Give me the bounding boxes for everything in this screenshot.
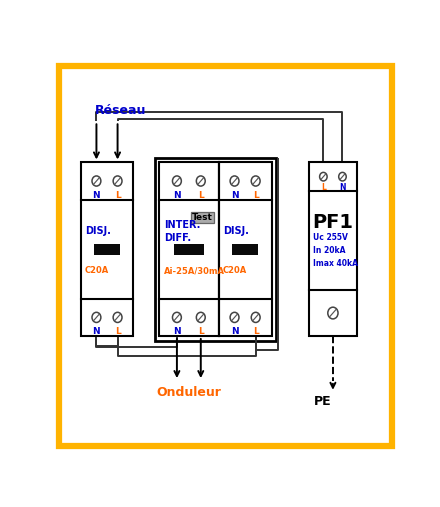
Circle shape <box>113 312 122 322</box>
Text: PF1: PF1 <box>312 213 353 232</box>
Circle shape <box>172 176 181 186</box>
Circle shape <box>92 312 101 322</box>
Text: Test: Test <box>192 213 213 222</box>
Circle shape <box>230 176 239 186</box>
Text: N: N <box>231 191 238 200</box>
Text: Uc 255V
In 20kA
Imax 40kA: Uc 255V In 20kA Imax 40kA <box>313 233 358 268</box>
Text: INTER.
DIFF.: INTER. DIFF. <box>164 220 200 242</box>
Circle shape <box>251 312 260 322</box>
Circle shape <box>339 172 346 181</box>
Text: L: L <box>198 327 204 336</box>
Text: N: N <box>173 191 181 200</box>
Text: L: L <box>321 183 326 192</box>
Bar <box>191 211 214 224</box>
Bar <box>81 162 133 336</box>
Circle shape <box>196 312 205 322</box>
Text: L: L <box>115 327 121 336</box>
Text: N: N <box>231 327 238 336</box>
Text: L: L <box>253 327 259 336</box>
Text: L: L <box>253 191 259 200</box>
Circle shape <box>172 312 181 322</box>
Bar <box>309 162 357 336</box>
Circle shape <box>319 172 327 181</box>
Text: L: L <box>115 191 121 200</box>
Bar <box>232 243 258 255</box>
Bar <box>174 243 204 255</box>
Bar <box>155 158 275 341</box>
Text: L: L <box>198 191 204 200</box>
Text: DISJ.: DISJ. <box>85 227 111 236</box>
Circle shape <box>196 176 205 186</box>
Circle shape <box>113 176 122 186</box>
Text: PE: PE <box>314 394 331 408</box>
Bar <box>159 162 219 336</box>
Text: Réseau: Réseau <box>95 103 146 117</box>
Bar <box>94 243 120 255</box>
Circle shape <box>328 307 338 319</box>
Text: N: N <box>92 327 100 336</box>
Text: Onduleur: Onduleur <box>156 386 221 399</box>
Circle shape <box>92 176 101 186</box>
Text: C20A: C20A <box>85 267 109 275</box>
Text: C20A: C20A <box>223 267 247 275</box>
Text: N: N <box>339 183 346 192</box>
Text: N: N <box>173 327 181 336</box>
Text: Ai-25A/30mA: Ai-25A/30mA <box>164 267 225 275</box>
Bar <box>219 162 271 336</box>
Text: DISJ.: DISJ. <box>223 227 249 236</box>
Text: N: N <box>92 191 100 200</box>
Circle shape <box>251 176 260 186</box>
Circle shape <box>230 312 239 322</box>
